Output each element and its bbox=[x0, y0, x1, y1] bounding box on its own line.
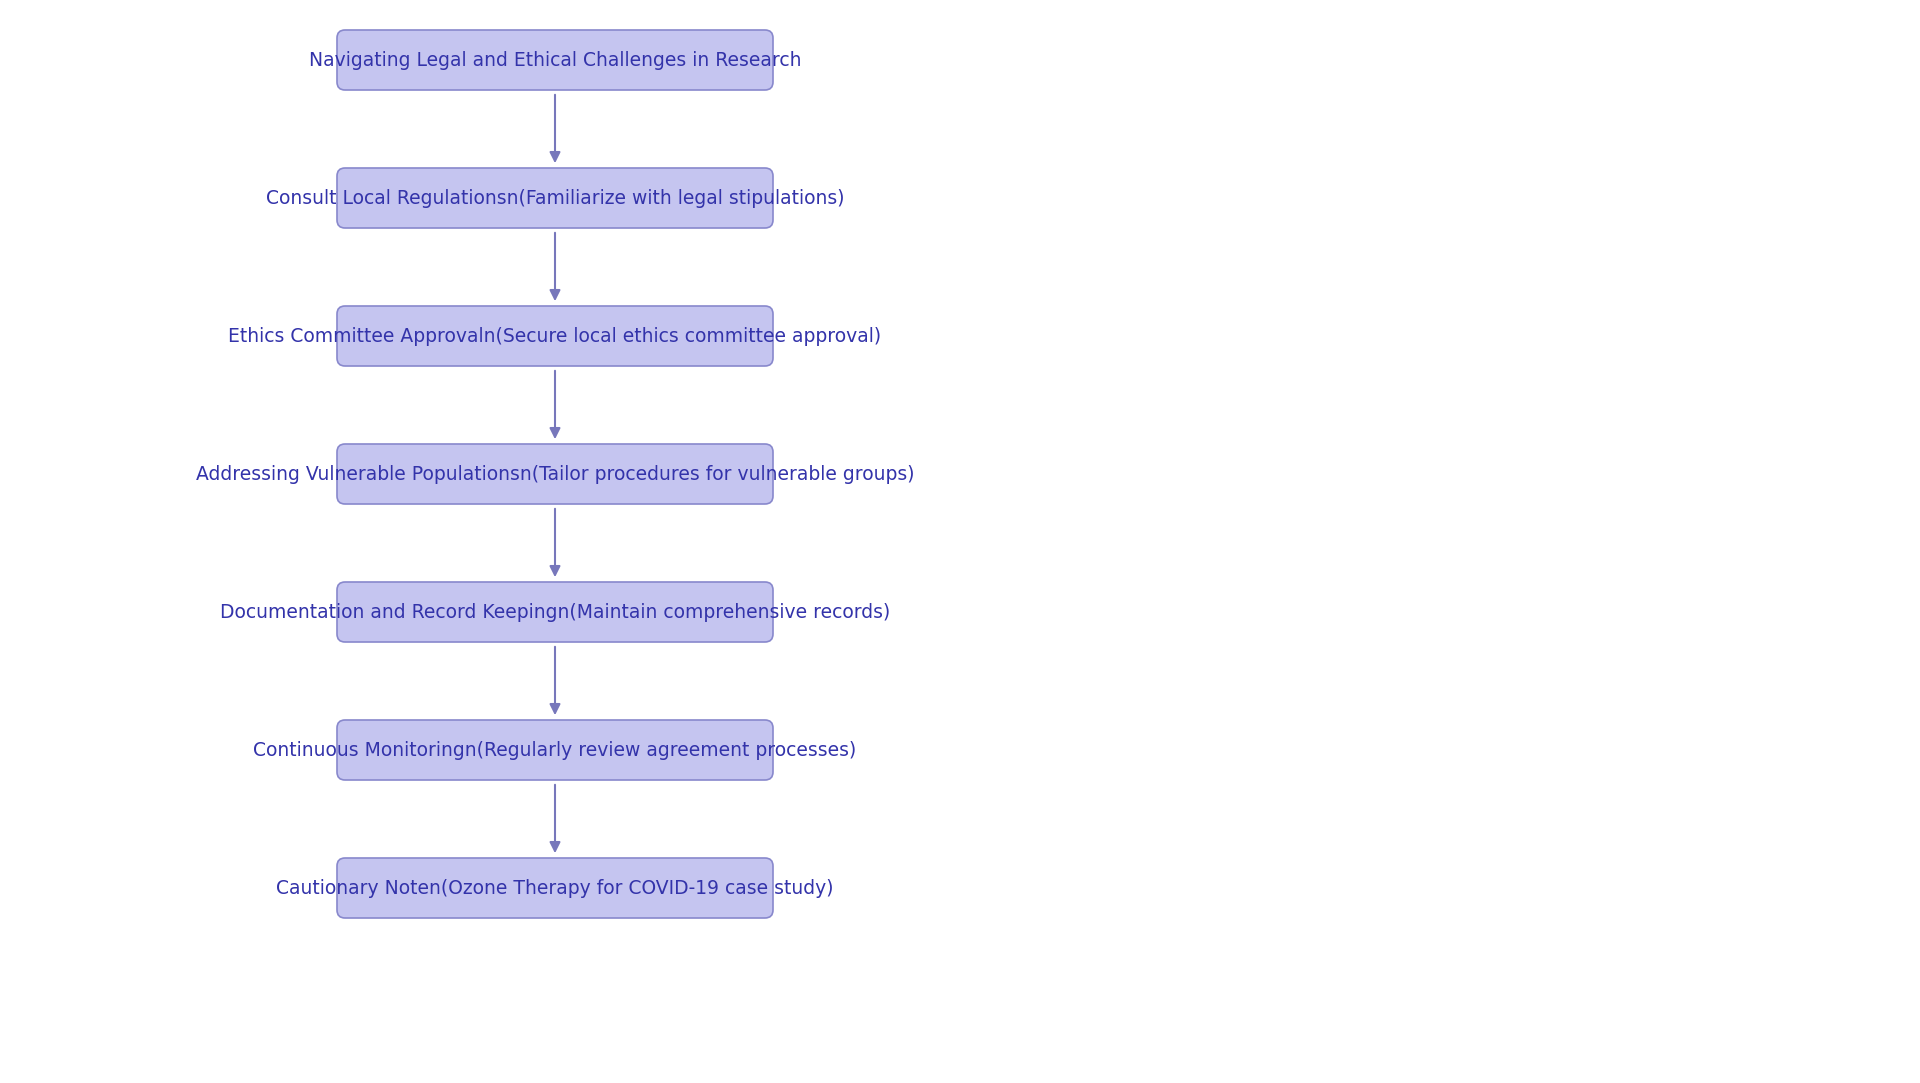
FancyBboxPatch shape bbox=[338, 858, 774, 918]
FancyBboxPatch shape bbox=[338, 168, 774, 229]
Text: Navigating Legal and Ethical Challenges in Research: Navigating Legal and Ethical Challenges … bbox=[309, 51, 801, 69]
FancyBboxPatch shape bbox=[338, 582, 774, 642]
Text: Addressing Vulnerable Populationsn(Tailor procedures for vulnerable groups): Addressing Vulnerable Populationsn(Tailo… bbox=[196, 465, 914, 483]
FancyBboxPatch shape bbox=[338, 306, 774, 366]
Text: Ethics Committee Approvaln(Secure local ethics committee approval): Ethics Committee Approvaln(Secure local … bbox=[228, 326, 881, 345]
Text: Documentation and Record Keepingn(Maintain comprehensive records): Documentation and Record Keepingn(Mainta… bbox=[221, 602, 891, 622]
Text: Cautionary Noten(Ozone Therapy for COVID-19 case study): Cautionary Noten(Ozone Therapy for COVID… bbox=[276, 878, 833, 898]
FancyBboxPatch shape bbox=[338, 30, 774, 90]
FancyBboxPatch shape bbox=[338, 444, 774, 504]
FancyBboxPatch shape bbox=[338, 720, 774, 780]
Text: Consult Local Regulationsn(Familiarize with legal stipulations): Consult Local Regulationsn(Familiarize w… bbox=[265, 188, 845, 208]
Text: Continuous Monitoringn(Regularly review agreement processes): Continuous Monitoringn(Regularly review … bbox=[253, 741, 856, 759]
